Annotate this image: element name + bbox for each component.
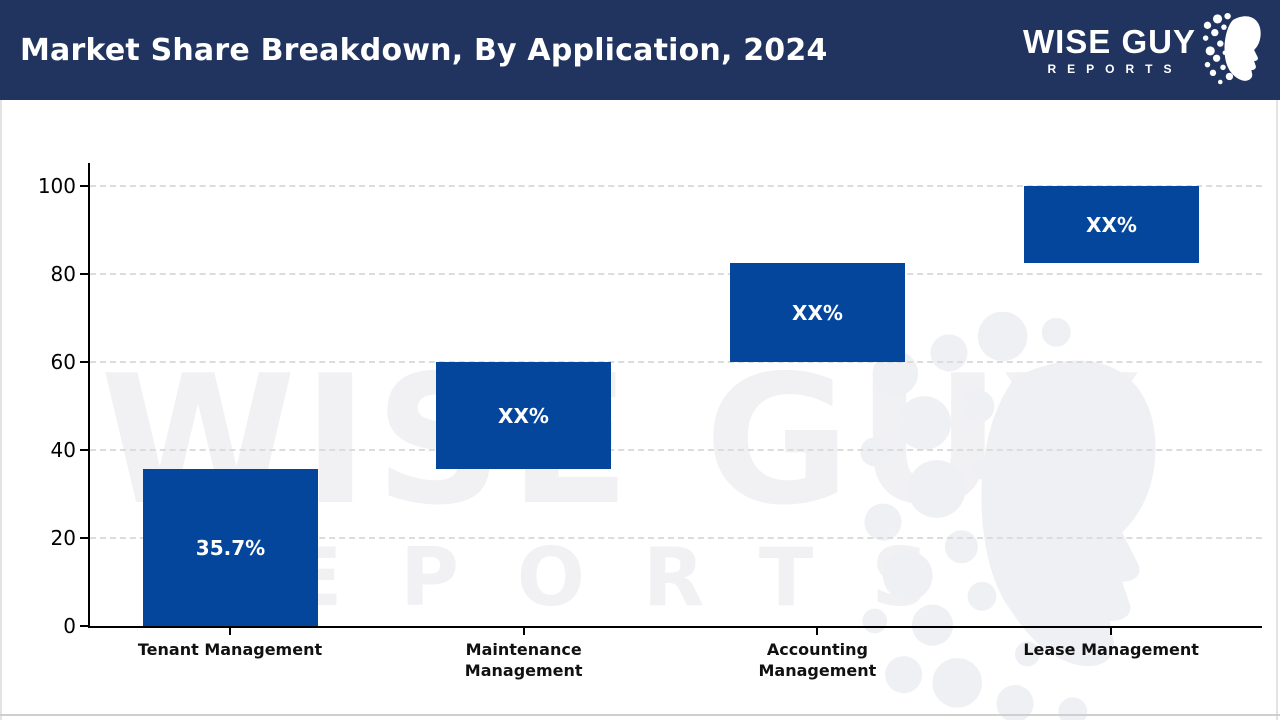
bar-segment: 35.7% (143, 469, 318, 626)
brand-logo-text: WISE GUY REPORTS (1023, 25, 1196, 75)
x-axis-category-label: Tenant Management (137, 640, 323, 659)
bar-value-label: XX% (792, 300, 843, 325)
x-axis-tick (229, 628, 231, 635)
bar-value-label: XX% (1086, 212, 1137, 237)
x-axis-category-label: Lease Management (1023, 640, 1199, 659)
y-axis-tick-label: 60 (50, 350, 76, 374)
gridline (90, 449, 1262, 451)
y-axis-tick (80, 185, 88, 187)
x-axis-tick (1110, 628, 1113, 635)
y-axis-tick (80, 449, 88, 451)
header: Market Share Breakdown, By Application, … (0, 0, 1280, 100)
y-axis-tick-label: 20 (50, 526, 76, 550)
y-axis-tick-label: 0 (63, 614, 76, 638)
bar-segment: XX% (1024, 186, 1199, 263)
x-axis-tick (522, 628, 525, 635)
bar-segment: XX% (730, 263, 905, 362)
bar-value-label: XX% (498, 403, 549, 428)
x-axis-category-label: Accounting Management (758, 640, 877, 680)
y-axis-tick-label: 80 (50, 262, 76, 286)
gridline (90, 185, 1262, 187)
chart-area: WISE GUY REPORTS 0 20 40 60 80 100 35.7% Tenant… (0, 100, 1280, 720)
gridline (90, 273, 1262, 275)
logo-subtext: REPORTS (1047, 62, 1183, 76)
logo-wordmark: WISE GUY (1022, 23, 1196, 60)
y-axis-tick (80, 537, 88, 539)
logo-face-icon (1202, 12, 1261, 85)
bar-value-label: 35.7% (195, 535, 266, 560)
right-border (1276, 100, 1278, 720)
bar-segment: XX% (436, 362, 611, 469)
x-axis-line (88, 626, 1262, 628)
x-axis-tick (816, 628, 819, 635)
bottom-divider (0, 714, 1280, 716)
watermark-face-icon (860, 312, 1156, 720)
y-axis-tick (80, 625, 88, 627)
y-axis-tick-label: 40 (50, 438, 76, 462)
y-axis-line (88, 163, 90, 628)
gridline (90, 537, 1262, 539)
gridline (90, 361, 1262, 363)
y-axis-tick (80, 361, 88, 363)
y-axis-tick (80, 273, 88, 275)
y-axis-tick-label: 100 (37, 174, 76, 198)
page-title: Market Share Breakdown, By Application, … (20, 32, 828, 68)
x-axis-category-label: Maintenance Management (464, 640, 583, 680)
brand-logo: WISE GUY REPORTS (1023, 11, 1266, 89)
left-border (0, 100, 2, 720)
